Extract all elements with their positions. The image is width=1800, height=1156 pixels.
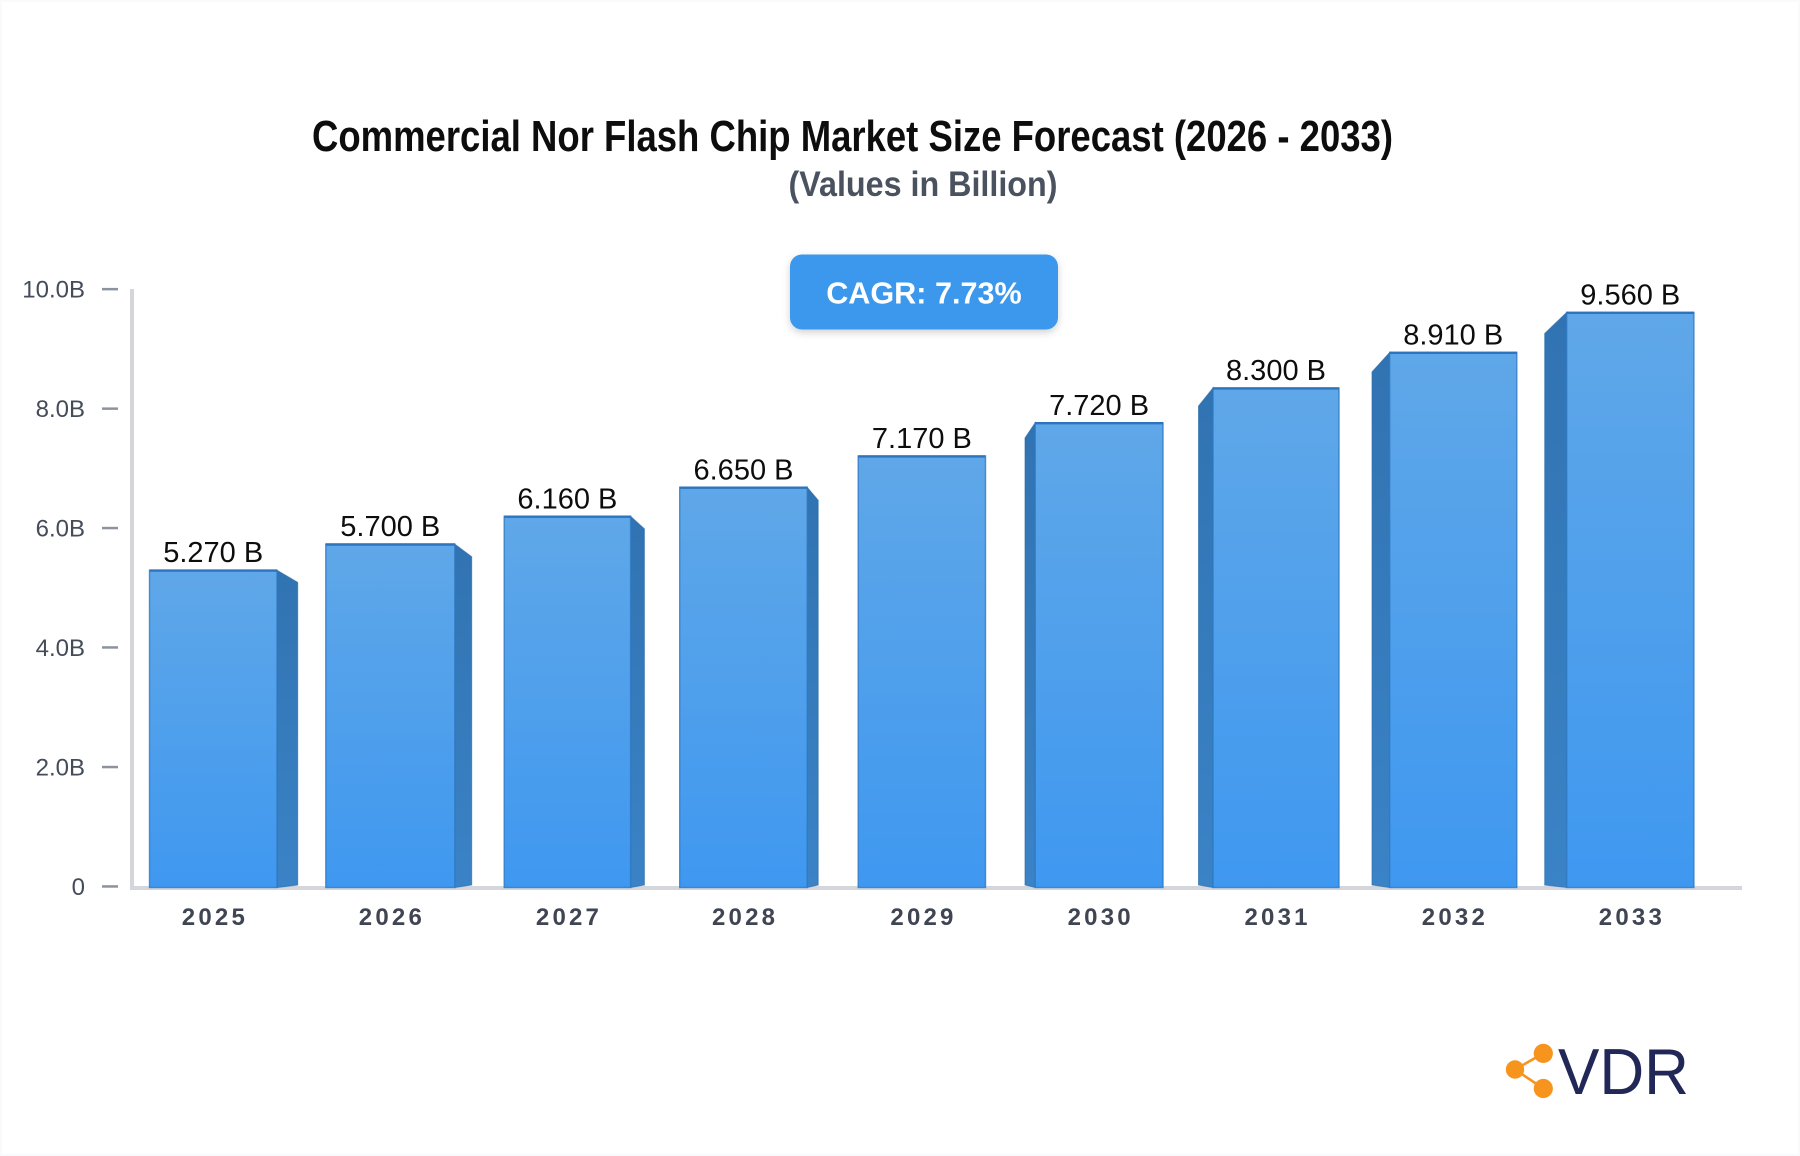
svg-text:8.0B: 8.0B (36, 396, 85, 423)
svg-text:Commercial Nor Flash Chip Mark: Commercial Nor Flash Chip Market Size Fo… (312, 112, 1393, 161)
svg-text:CAGR: 7.73%: CAGR: 7.73% (826, 276, 1022, 311)
svg-text:6.0B: 6.0B (36, 516, 85, 543)
svg-text:6.160 B: 6.160 B (517, 483, 617, 515)
svg-text:7.720 B: 7.720 B (1049, 390, 1149, 422)
svg-text:2.0B: 2.0B (36, 755, 85, 782)
svg-text:6.650 B: 6.650 B (694, 454, 794, 486)
svg-text:VDR: VDR (1558, 1035, 1689, 1108)
svg-text:(Values in Billion): (Values in Billion) (789, 165, 1058, 204)
svg-text:10.0B: 10.0B (22, 277, 85, 304)
svg-text:8.910 B: 8.910 B (1403, 319, 1503, 351)
svg-text:4.0B: 4.0B (36, 635, 85, 662)
svg-text:9.560 B: 9.560 B (1580, 279, 1680, 311)
svg-text:5.700 B: 5.700 B (340, 511, 440, 543)
svg-text:0: 0 (72, 874, 85, 901)
svg-text:5.270 B: 5.270 B (163, 537, 263, 569)
svg-text:7.170 B: 7.170 B (872, 423, 972, 455)
svg-text:8.300 B: 8.300 B (1226, 355, 1326, 387)
